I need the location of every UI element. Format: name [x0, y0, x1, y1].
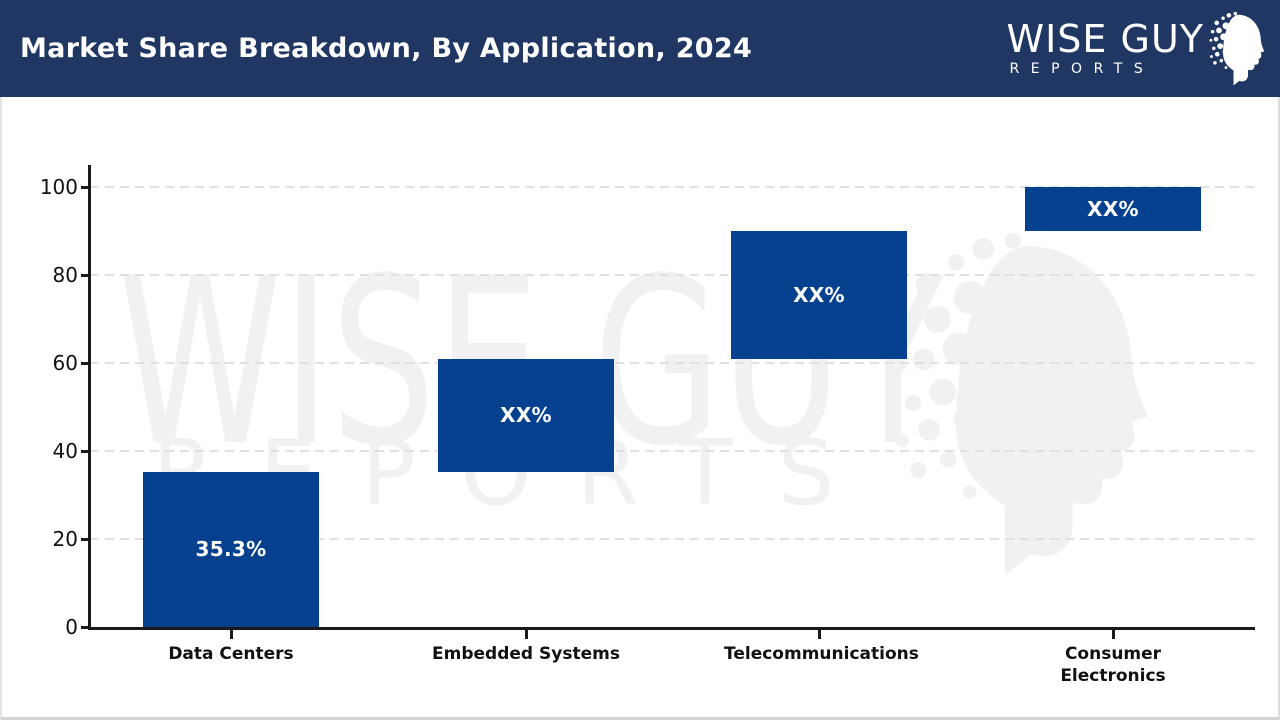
gridline-20: [90, 538, 1255, 540]
y-tick-60: [81, 362, 90, 365]
header-bar: Market Share Breakdown, By Application, …: [0, 0, 1280, 97]
gridline-60: [90, 362, 1255, 364]
x-tick-consumer-electronics: [1112, 630, 1115, 639]
bar-data-centers: 35.3%: [143, 471, 319, 627]
watermark-head-icon: [892, 232, 1148, 576]
category-label-text: Data Centers: [168, 644, 294, 664]
y-tick-40: [81, 450, 90, 453]
y-tick-label-0: 0: [65, 615, 78, 639]
logo-text: WISE GUY REPORTS: [1006, 16, 1204, 78]
bar-consumer-electronics: XX%: [1025, 187, 1201, 231]
logo-wordmark: WISE GUY: [1006, 16, 1204, 61]
y-tick-100: [81, 186, 90, 189]
category-label-telecommunications: Telecommunications: [669, 643, 969, 665]
y-tick-label-80: 80: [52, 263, 78, 287]
chart-title: Market Share Breakdown, By Application, …: [20, 33, 753, 64]
category-label-text: Consumer Electronics: [1060, 644, 1166, 686]
y-axis-line: [88, 165, 91, 630]
y-tick-80: [81, 274, 90, 277]
category-label-consumer-electronics: Consumer Electronics: [963, 643, 1263, 687]
gridline-100: [90, 186, 1255, 188]
category-label-embedded-systems: Embedded Systems: [376, 643, 676, 665]
gridline-80: [90, 274, 1255, 276]
y-tick-label-20: 20: [52, 527, 78, 551]
y-tick-label-40: 40: [52, 439, 78, 463]
y-tick-label-60: 60: [52, 351, 78, 375]
bar-telecommunications: XX%: [731, 231, 907, 359]
y-tick-0: [81, 626, 90, 629]
gridline-40: [90, 450, 1255, 452]
y-tick-20: [81, 538, 90, 541]
bar-label-consumer-electronics: XX%: [1087, 197, 1139, 221]
logo-head-icon: [1209, 11, 1265, 86]
x-axis-line: [88, 627, 1255, 630]
logo-subtitle: REPORTS: [1009, 61, 1155, 78]
bar-label-embedded-systems: XX%: [500, 403, 552, 428]
wiseguy-logo: WISE GUY REPORTS: [1007, 8, 1266, 90]
bar-label-telecommunications: XX%: [793, 282, 845, 307]
x-tick-embedded-systems: [525, 630, 528, 639]
category-label-text: Telecommunications: [724, 644, 919, 664]
bar-label-data-centers: 35.3%: [195, 537, 267, 562]
category-label-text: Embedded Systems: [432, 644, 620, 664]
y-tick-label-100: 100: [39, 175, 78, 199]
x-tick-data-centers: [230, 630, 233, 639]
bar-embedded-systems: XX%: [438, 358, 614, 472]
x-tick-telecommunications: [818, 630, 821, 639]
category-label-data-centers: Data Centers: [81, 643, 381, 665]
